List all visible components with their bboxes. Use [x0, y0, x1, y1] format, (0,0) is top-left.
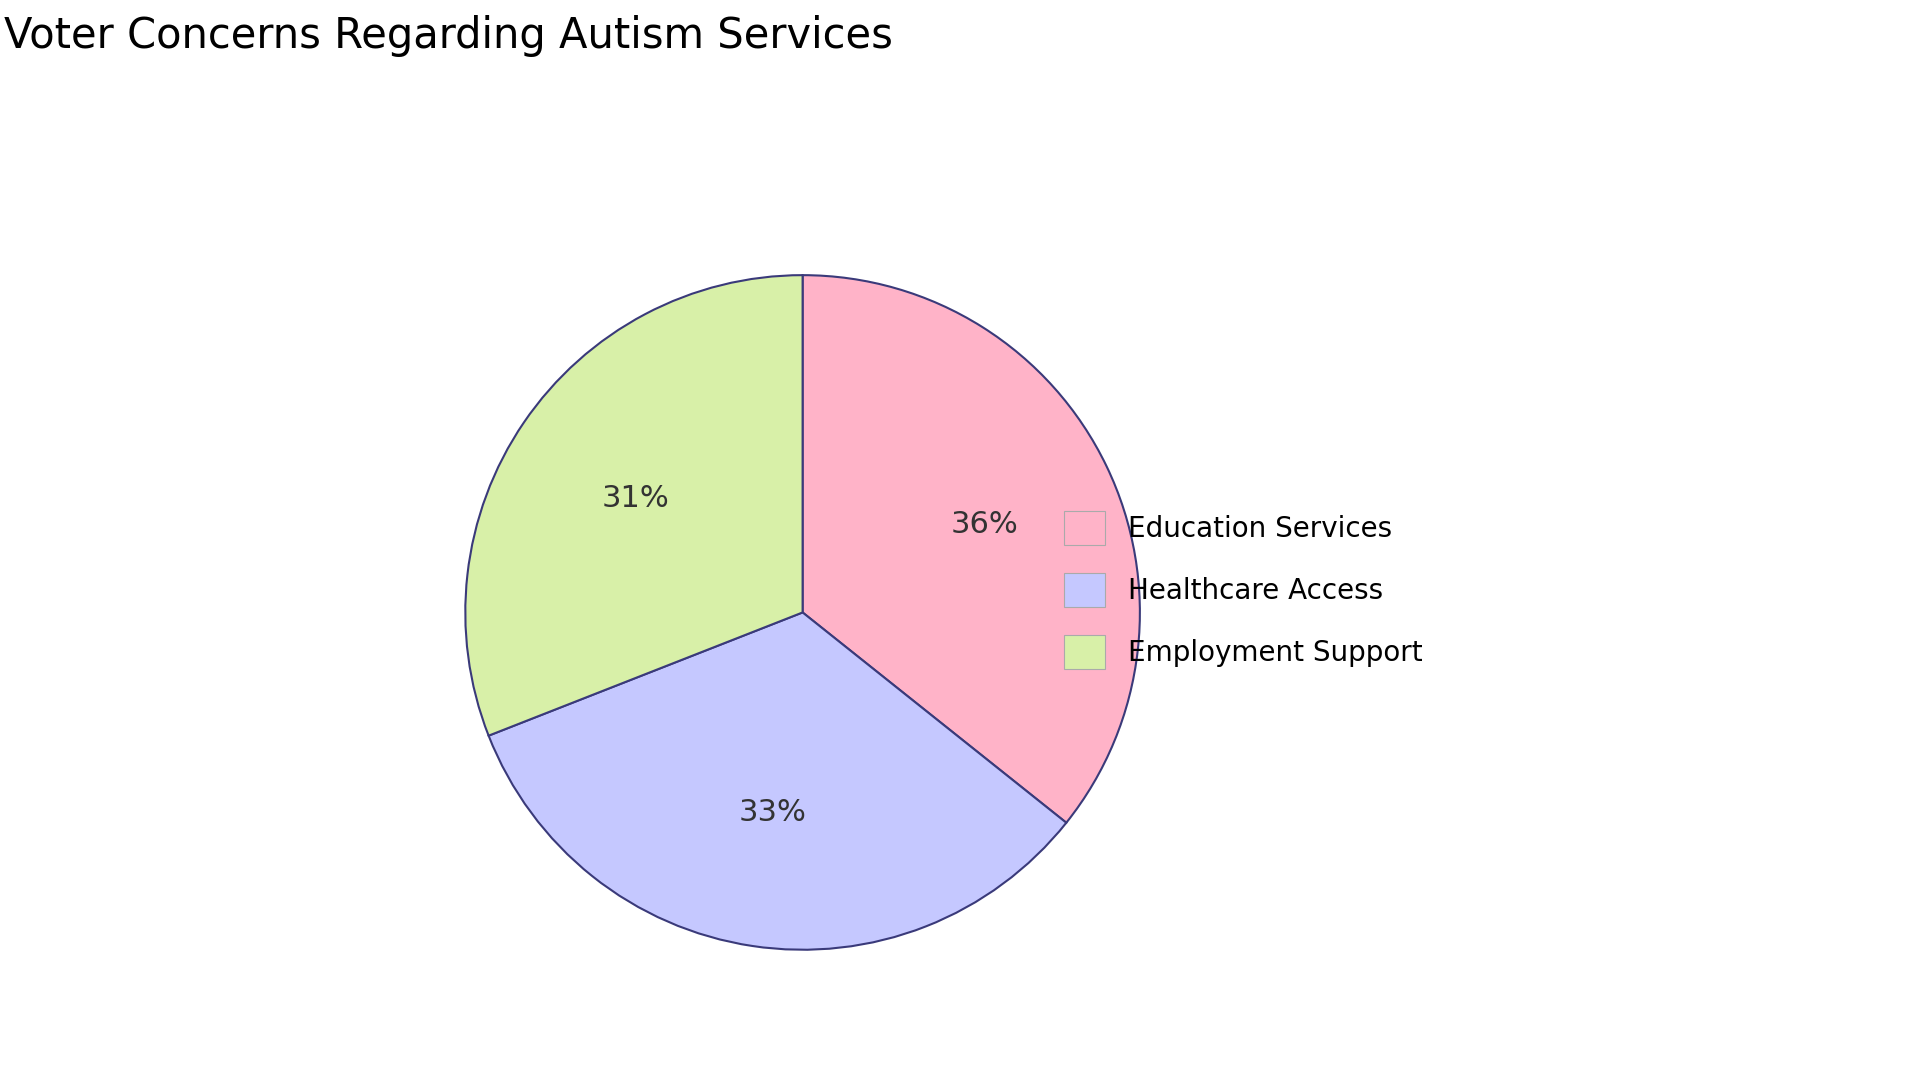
Wedge shape: [803, 275, 1140, 823]
Wedge shape: [465, 275, 803, 735]
Text: 36%: 36%: [950, 510, 1020, 539]
Text: 31%: 31%: [601, 484, 670, 513]
Text: 33%: 33%: [739, 798, 806, 827]
Legend: Education Services, Healthcare Access, Employment Support: Education Services, Healthcare Access, E…: [1064, 511, 1423, 668]
Wedge shape: [488, 613, 1066, 950]
Text: Voter Concerns Regarding Autism Services: Voter Concerns Regarding Autism Services: [4, 15, 893, 57]
